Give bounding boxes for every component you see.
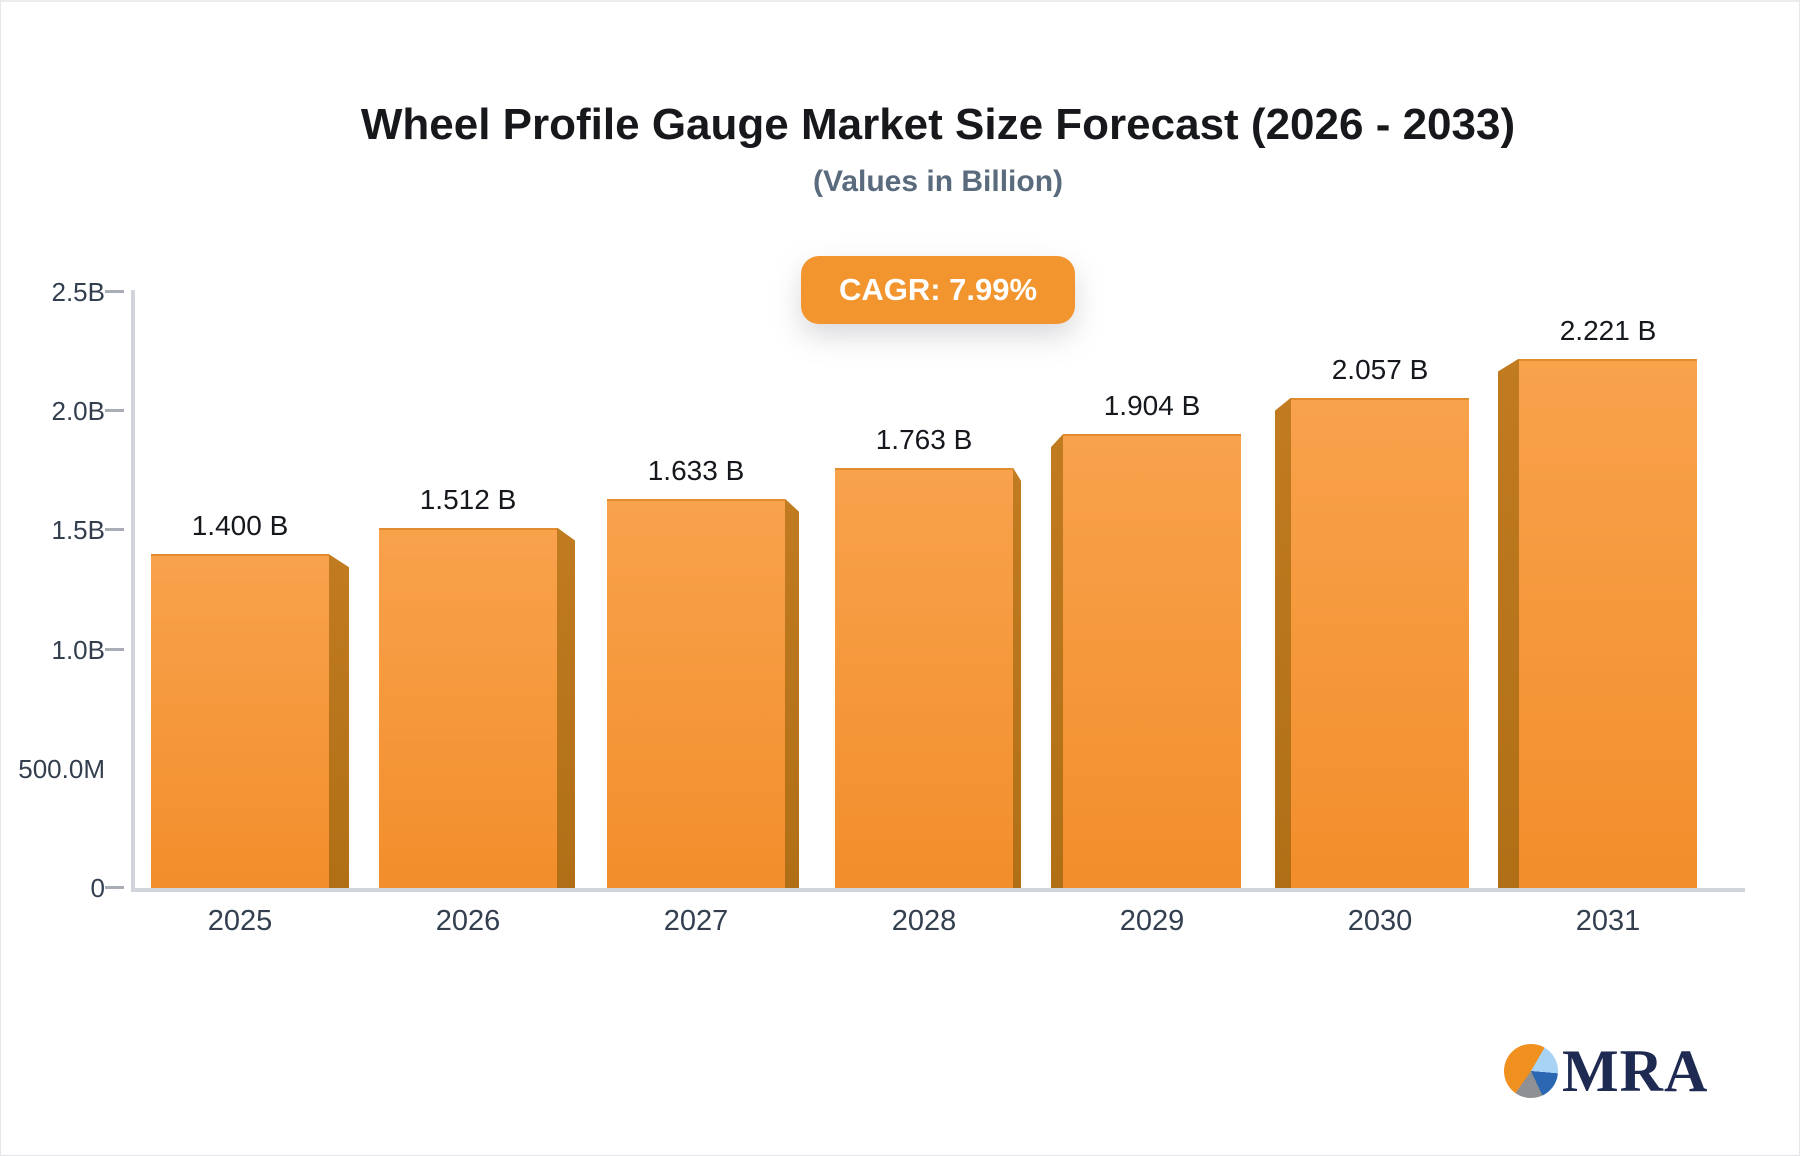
y-axis-label: 1.5B: [51, 515, 106, 546]
y-axis-label: 2.5B: [51, 277, 106, 307]
bar-value-label: 1.512 B: [419, 483, 517, 515]
x-axis-label: 2029: [1119, 905, 1185, 937]
x-axis-line: [131, 888, 1745, 892]
mra-logo: MRA: [1504, 1040, 1708, 1102]
x-axis-label: 2026: [435, 905, 501, 937]
bar-value-label: 1.633 B: [647, 454, 745, 486]
x-axis-label: 2030: [1347, 905, 1413, 937]
bar-value-label: 1.904 B: [1103, 390, 1201, 422]
y-axis-label: 0: [90, 873, 105, 903]
y-axis-label: 500.0M: [18, 753, 105, 784]
y-axis-tick: [105, 647, 124, 651]
bar-2027: [607, 498, 785, 888]
chart-subtitle: (Values in Billion): [812, 165, 1064, 198]
bar-value-label: 1.400 B: [191, 510, 289, 542]
x-axis-label: 2028: [891, 905, 957, 937]
bar-value-label: 2.221 B: [1559, 314, 1657, 346]
bar-side-2028: [1013, 467, 1021, 888]
cagr-badge-row: CAGR: 7.99%: [131, 256, 1745, 324]
bar-value-label: 2.057 B: [1331, 353, 1429, 385]
bar-side-2025: [329, 554, 349, 888]
bar-2026: [379, 527, 557, 888]
y-axis-label: 2.0B: [51, 396, 106, 427]
bar-side-2026: [557, 527, 575, 888]
pie-chart-icon: [1504, 1044, 1558, 1098]
chart-title: Wheel Profile Gauge Market Size Forecast…: [360, 100, 1516, 149]
y-axis-line: [131, 290, 135, 892]
y-axis-label: 1.0B: [51, 634, 106, 665]
bar-side-2029: [1051, 434, 1063, 888]
bar-2031: [1519, 358, 1697, 888]
mra-logo-text: MRA: [1562, 1038, 1709, 1104]
bar-2030: [1291, 397, 1469, 888]
cagr-badge: CAGR: 7.99%: [800, 256, 1076, 324]
y-axis-tick: [105, 886, 124, 889]
x-axis-label: 2027: [663, 905, 729, 937]
bar-2029: [1063, 434, 1241, 888]
bar-value-label: 1.763 B: [875, 423, 973, 455]
bar-side-2030: [1275, 397, 1291, 888]
bar-2025: [151, 554, 329, 888]
bar-side-2027: [785, 498, 799, 888]
y-axis-tick: [105, 290, 124, 293]
y-axis-tick: [105, 409, 124, 413]
bar-side-2031: [1498, 358, 1519, 888]
y-axis-tick: [105, 528, 124, 532]
bar-2028: [835, 467, 1013, 888]
x-axis-label: 2025: [207, 905, 273, 937]
x-axis-label: 2031: [1575, 905, 1641, 937]
